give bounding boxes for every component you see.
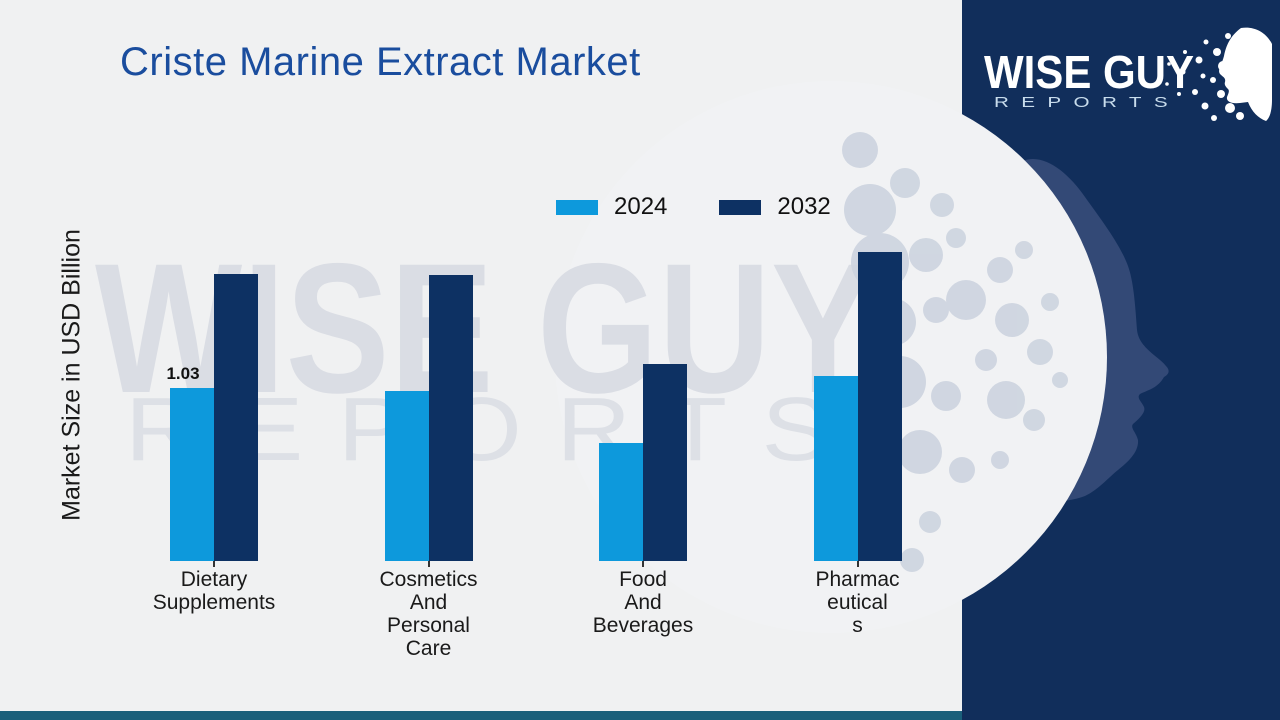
x-tick-pharmaceuticals: [856, 561, 859, 567]
bar-2032-cosmetics-and-personal-care: [428, 275, 473, 561]
brand-circle: [555, 81, 1107, 633]
category-label-food-and-beverages: Food And Beverages: [592, 568, 694, 637]
x-tick-dietary-supplements: [213, 561, 215, 567]
bar-value-label-dietary-supplements: 1.03: [166, 364, 200, 383]
category-label-cosmetics-and-personal-care: Cosmetics And Personal Care: [379, 568, 478, 660]
legend-swatch-2032: [719, 199, 762, 215]
logo-subtext: REPORTS: [994, 94, 1180, 111]
y-axis-label: Market Size in USD Billion: [57, 229, 86, 521]
chart-legend: 2024 2032: [556, 193, 831, 221]
legend-item-2032: 2032: [719, 193, 831, 221]
legend-label-2024: 2024: [614, 193, 668, 220]
bar-2024-dietary-supplements: [170, 388, 214, 561]
category-label-dietary-supplements: Dietary Supplements: [152, 568, 276, 614]
page-title: Criste Marine Extract Market: [120, 40, 641, 84]
footer-bar: [0, 711, 962, 720]
bar-2024-pharmaceuticals: [813, 376, 858, 561]
bar-2032-pharmaceuticals: [857, 252, 902, 561]
logo-wordmark: WISE GUY: [984, 46, 1194, 98]
x-tick-cosmetics-and-personal-care: [427, 561, 430, 567]
legend-label-2032: 2032: [777, 193, 831, 220]
legend-item-2024: 2024: [556, 193, 667, 221]
brand-logo: WISE GUY REPORTS: [984, 27, 1272, 121]
logo-face-icon: [1165, 27, 1272, 121]
bar-2032-food-and-beverages: [643, 364, 687, 561]
x-tick-food-and-beverages: [642, 561, 644, 567]
category-label-pharmaceuticals: Pharmac eutical s: [815, 568, 900, 637]
legend-swatch-2024: [556, 199, 598, 215]
bar-2024-food-and-beverages: [599, 443, 643, 561]
bar-2024-cosmetics-and-personal-care: [384, 391, 429, 561]
bar-2032-dietary-supplements: [214, 274, 258, 561]
